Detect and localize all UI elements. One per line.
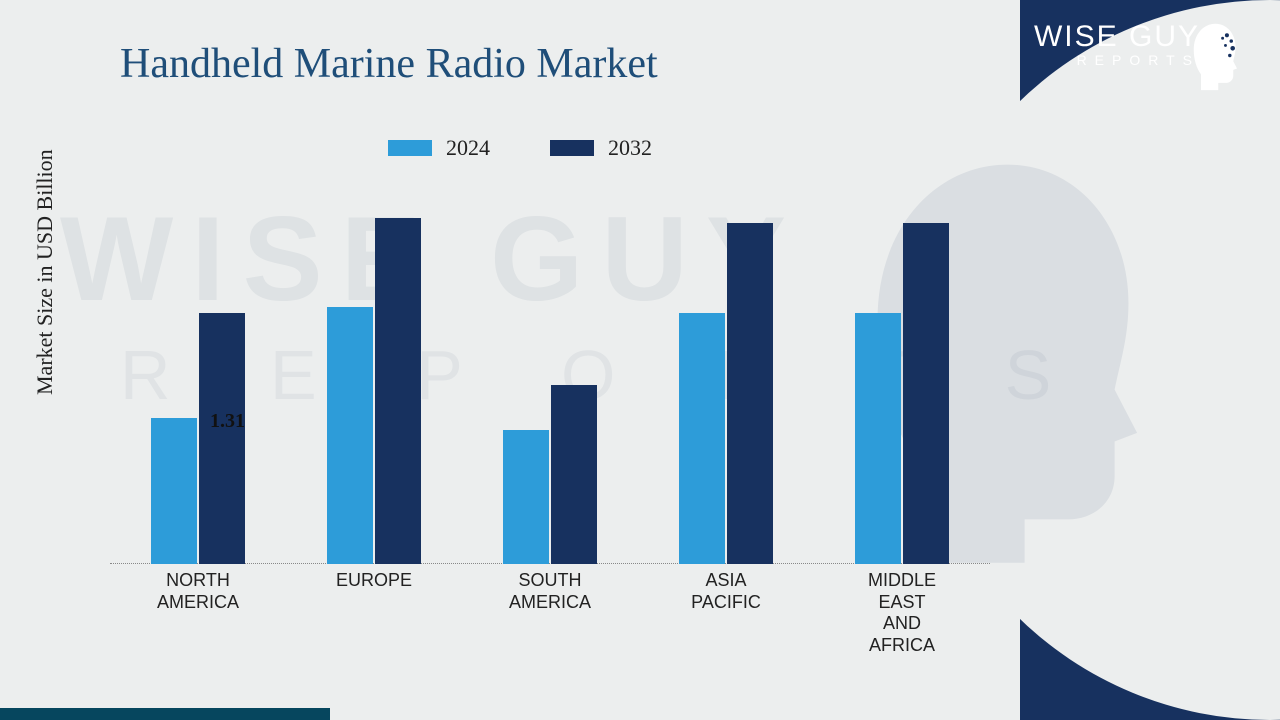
bar-2024 bbox=[151, 418, 197, 564]
bottom-accent-bar bbox=[0, 708, 330, 720]
y-axis-label: Market Size in USD Billion bbox=[32, 149, 58, 395]
chart-title: Handheld Marine Radio Market bbox=[120, 40, 658, 88]
legend-label-2032: 2032 bbox=[608, 135, 652, 161]
legend-item-2024: 2024 bbox=[388, 135, 490, 161]
category-label: NORTHAMERICA bbox=[123, 570, 273, 656]
bar-group bbox=[827, 223, 977, 564]
bar-group bbox=[475, 385, 625, 564]
legend-item-2032: 2032 bbox=[550, 135, 652, 161]
plot-area: 1.31 bbox=[110, 185, 990, 565]
bar-2024 bbox=[327, 307, 373, 564]
bar-2024 bbox=[855, 313, 901, 564]
legend-swatch-2024 bbox=[388, 140, 432, 156]
bar-groups bbox=[110, 185, 990, 564]
bar-2032 bbox=[903, 223, 949, 564]
category-labels: NORTHAMERICA EUROPE SOUTHAMERICA ASIAPACIFI… bbox=[110, 570, 990, 656]
legend: 2024 2032 bbox=[40, 135, 1000, 161]
bar-group bbox=[299, 218, 449, 564]
bar-2024 bbox=[503, 430, 549, 564]
bar-group bbox=[651, 223, 801, 564]
logo-head-icon bbox=[1175, 18, 1250, 93]
legend-swatch-2032 bbox=[550, 140, 594, 156]
value-label: 1.31 bbox=[210, 410, 245, 433]
legend-label-2024: 2024 bbox=[446, 135, 490, 161]
chart-stage: WISE GUY R E P O R T S Handheld Marine R… bbox=[0, 0, 1280, 720]
bar-2032 bbox=[551, 385, 597, 564]
category-label: EUROPE bbox=[299, 570, 449, 656]
bar-2032 bbox=[727, 223, 773, 564]
bar-2032 bbox=[375, 218, 421, 564]
brand-logo: WISE GUY REPORTS bbox=[1034, 20, 1250, 68]
category-label: MIDDLEEASTANDAFRICA bbox=[827, 570, 977, 656]
bar-2024 bbox=[679, 313, 725, 564]
bar-group bbox=[123, 313, 273, 564]
bar-chart: Market Size in USD Billion 2024 2032 1.3… bbox=[40, 135, 1000, 695]
bar-2032 bbox=[199, 313, 245, 564]
category-label: ASIAPACIFIC bbox=[651, 570, 801, 656]
category-label: SOUTHAMERICA bbox=[475, 570, 625, 656]
